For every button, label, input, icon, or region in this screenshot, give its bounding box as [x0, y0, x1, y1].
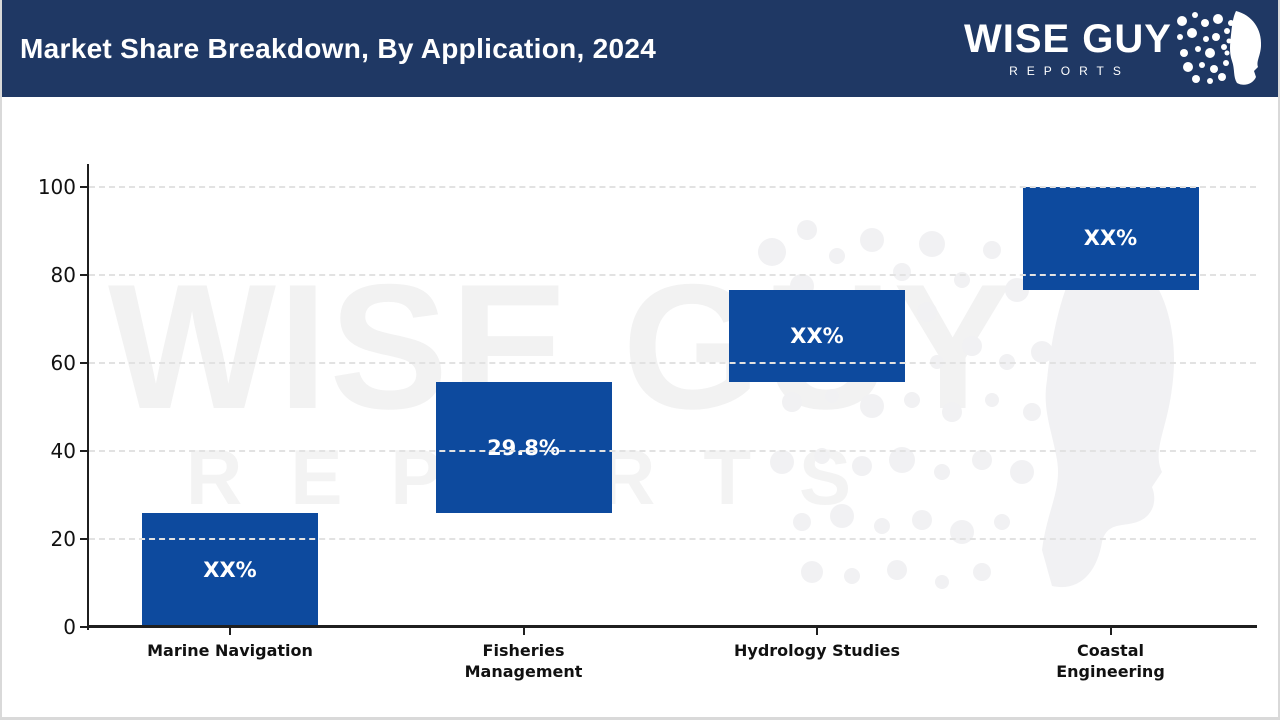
category-label-3: Coastal Engineering [1056, 641, 1165, 681]
page-title: Market Share Breakdown, By Application, … [20, 32, 657, 64]
bar-value-label: XX% [203, 558, 257, 583]
bar-fisheries-management: 29.8% [435, 382, 612, 514]
gridline-80 [89, 274, 1256, 276]
y-tick-100 [80, 186, 88, 188]
header: Market Share Breakdown, By Application, … [0, 0, 1280, 97]
y-tick-20 [80, 538, 88, 540]
brand-logo: WISE GUY REPORTS [964, 9, 1266, 89]
x-tick-0 [229, 628, 231, 635]
gridline-20 [89, 538, 1256, 540]
x-tick-3 [1109, 628, 1112, 635]
y-axis-line [87, 164, 89, 630]
y-tick-40 [80, 450, 88, 452]
y-tick-0 [80, 626, 88, 628]
x-axis-line [87, 625, 1257, 628]
bar-marine-navigation: XX% [142, 513, 318, 627]
category-label-2: Hydrology Studies [734, 641, 900, 660]
logo-text: WISE GUY REPORTS [964, 19, 1172, 78]
gridline-60 [89, 362, 1256, 364]
y-tick-label-0: 0 [63, 615, 76, 639]
bar-value-label: XX% [790, 324, 844, 349]
logo-wordmark: WISE GUY [963, 17, 1172, 61]
x-tick-2 [816, 628, 818, 635]
gridline-40 [89, 450, 1256, 452]
bar-coastal-engineering: XX% [1022, 187, 1199, 290]
y-tick-label-80: 80 [50, 263, 76, 287]
y-tick-label-60: 60 [50, 351, 76, 375]
category-label-0: Marine Navigation [147, 641, 313, 660]
y-tick-80 [80, 274, 88, 276]
logo-face-icon [1177, 10, 1262, 85]
bar-hydrology-studies: XX% [729, 289, 905, 383]
bar-value-label: 29.8% [487, 435, 560, 460]
bar-value-label: XX% [1083, 226, 1138, 251]
y-tick-label-20: 20 [50, 527, 76, 551]
category-label-1: Fisheries Management [464, 641, 583, 681]
y-tick-60 [80, 362, 88, 364]
y-tick-label-40: 40 [50, 439, 76, 463]
y-tick-label-100: 100 [37, 175, 76, 199]
x-tick-1 [522, 628, 525, 635]
logo-subtitle: REPORTS [1009, 64, 1130, 78]
gridline-100 [89, 186, 1256, 188]
